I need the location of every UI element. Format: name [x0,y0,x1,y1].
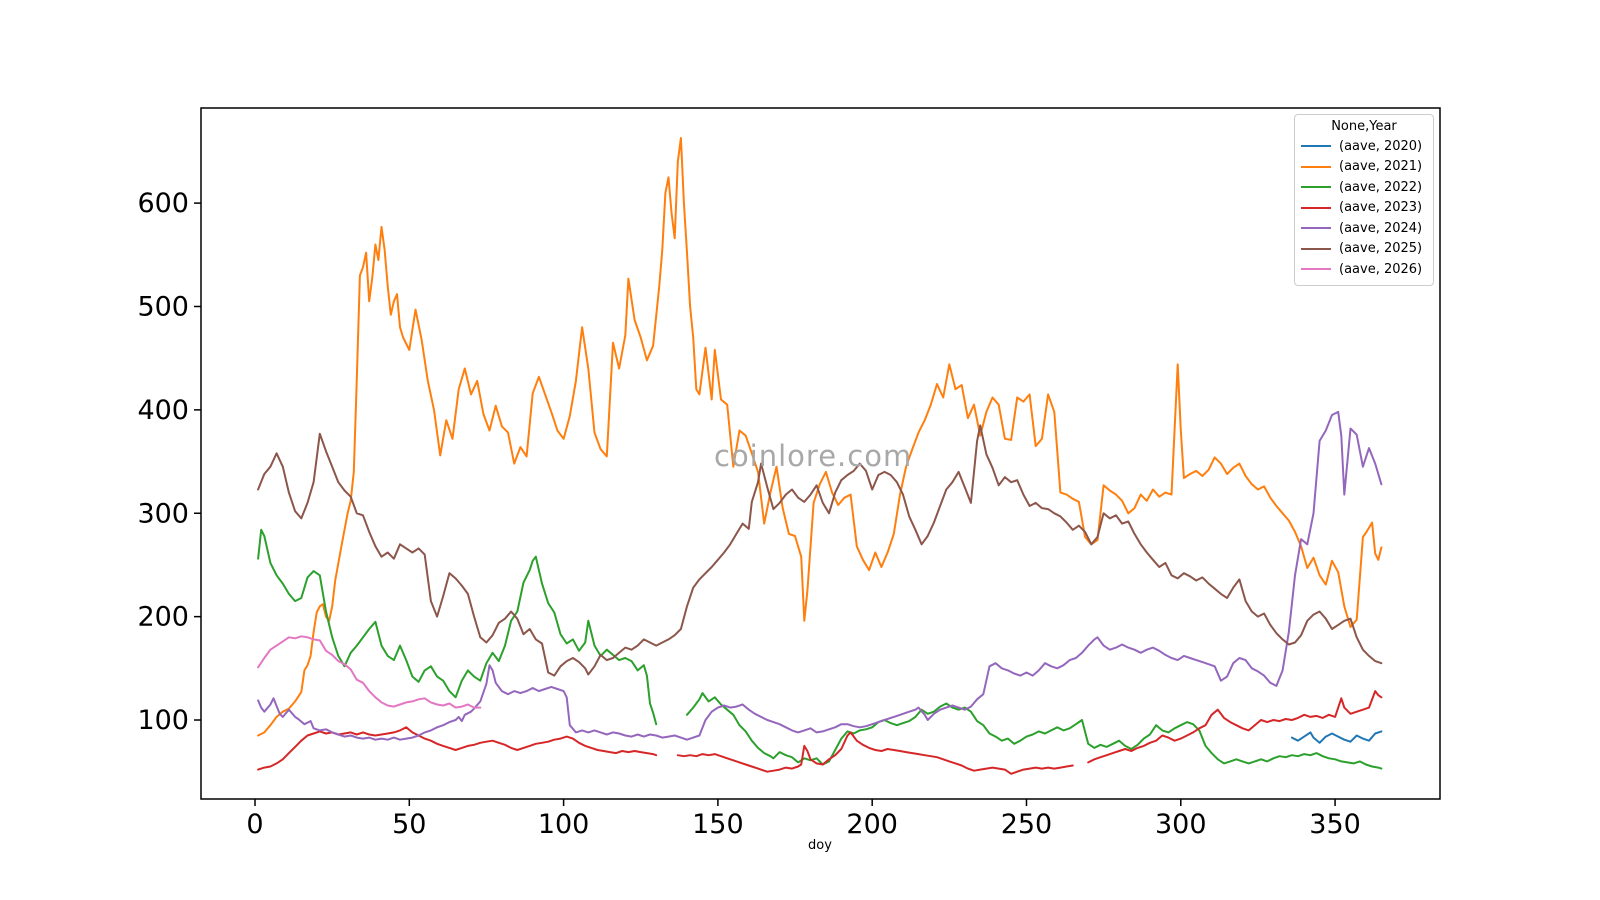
x-axis-label: doy [808,838,832,853]
legend-entry-label: (aave, 2025) [1339,241,1423,257]
watermark: coinlore.com [714,439,913,473]
legend-rows: (aave, 2020) (aave, 2021) (aave, 2022) (aav… [1301,136,1427,280]
x-tick-label: 350 [1309,809,1361,840]
legend-entry-2026: (aave, 2026) [1301,259,1427,280]
x-tick-label: 150 [692,809,744,840]
legend-entry-label: (aave, 2021) [1339,159,1423,175]
axes-frame [200,107,1441,800]
legend-entry-label: (aave, 2024) [1339,220,1423,236]
legend-entry-2024: (aave, 2024) [1301,218,1427,239]
y-tick-label: 500 [137,291,189,322]
series-line-2022 [257,528,1383,770]
x-tick-label: 200 [846,809,898,840]
series-line-2026 [257,635,482,709]
legend-entry-2023: (aave, 2023) [1301,198,1427,219]
legend-entry-label: (aave, 2023) [1339,200,1423,216]
legend-entry-label: (aave, 2022) [1339,179,1423,195]
series-line-2020 [1290,730,1383,744]
x-tick-label: 100 [538,809,590,840]
y-tick-label: 300 [137,498,189,529]
x-tick-label: 0 [246,809,263,840]
y-tick-label: 200 [137,602,189,633]
y-tick-label: 600 [137,188,189,219]
legend-line-swatch [1301,206,1331,209]
legend-line-swatch [1301,268,1331,271]
y-tick-label: 100 [137,705,189,736]
series-line-2024 [257,410,1383,741]
x-tick-label: 50 [392,809,426,840]
legend-line-swatch [1301,186,1331,189]
legend: None,Year (aave, 2020) (aave, 2021) (aave,… [1294,114,1434,286]
legend-entry-2022: (aave, 2022) [1301,177,1427,198]
legend-line-swatch [1301,145,1331,148]
legend-entry-2020: (aave, 2020) [1301,136,1427,157]
legend-entry-label: (aave, 2026) [1339,261,1423,277]
series-line-2025 [257,424,1383,677]
legend-entry-2025: (aave, 2025) [1301,239,1427,260]
legend-line-swatch [1301,247,1331,250]
legend-line-swatch [1301,227,1331,230]
legend-line-swatch [1301,165,1331,168]
x-tick-label: 250 [1001,809,1053,840]
legend-entry-label: (aave, 2020) [1339,138,1423,154]
y-tick-label: 400 [137,395,189,426]
legend-entry-2021: (aave, 2021) [1301,157,1427,178]
series-line-2021 [257,137,1383,737]
series-line-2023 [257,690,1383,775]
legend-title: None,Year [1331,119,1397,134]
x-tick-label: 300 [1155,809,1207,840]
